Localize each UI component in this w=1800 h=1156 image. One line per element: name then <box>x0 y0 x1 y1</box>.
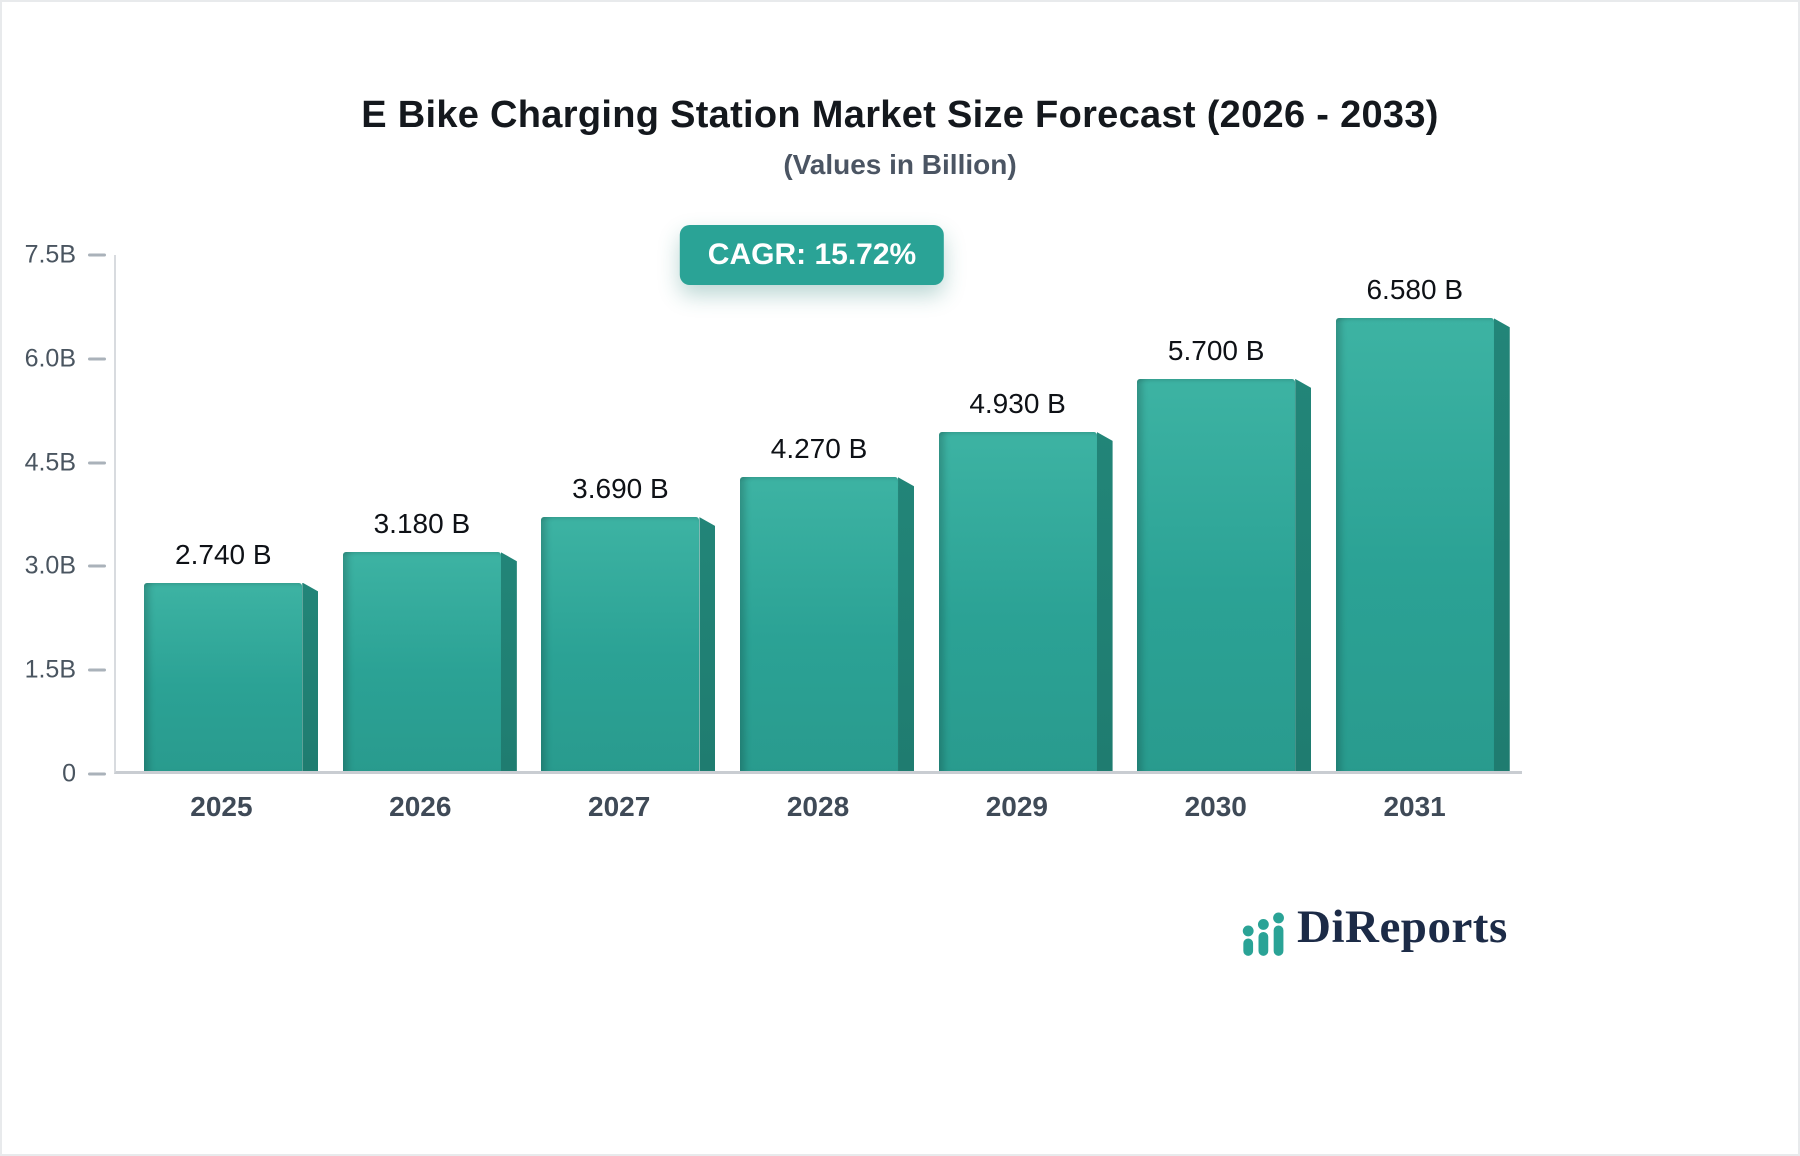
bar-group: 3.690 B <box>521 255 720 771</box>
y-axis: 7.5B 6.0B 4.5B 3.0B 1.5B 0 <box>2 241 106 788</box>
y-tick-label: 4.5B <box>24 448 76 477</box>
x-axis-label: 2028 <box>786 791 850 822</box>
bar-group: 4.270 B <box>720 255 919 771</box>
y-tick: 0 <box>62 760 106 789</box>
x-axis-label: 2025 <box>190 791 253 822</box>
y-tick-label: 7.5B <box>24 240 76 269</box>
y-tick-mark <box>88 772 106 776</box>
y-tick-label: 0 <box>62 759 76 788</box>
y-tick-mark <box>88 253 106 257</box>
y-tick: 1.5B <box>25 656 106 685</box>
bar-2027[interactable] <box>541 517 716 771</box>
bar-side-face <box>699 517 716 771</box>
y-tick: 4.5B <box>25 448 106 477</box>
bar-2025[interactable] <box>144 582 319 771</box>
bar-value-label: 6.580 B <box>1366 274 1464 306</box>
bar-2029[interactable] <box>938 431 1113 771</box>
bar-value-label: 5.700 B <box>1167 334 1265 366</box>
y-tick-mark <box>88 564 106 568</box>
chart-title: E Bike Charging Station Market Size Fore… <box>361 94 1439 136</box>
bar-2031[interactable] <box>1335 318 1510 771</box>
bar-group: 6.580 B <box>1315 255 1514 771</box>
bar-2028[interactable] <box>740 477 915 771</box>
bar-value-label: 2.740 B <box>175 538 272 570</box>
bar-group: 3.180 B <box>323 255 522 771</box>
logo-text: DiReports <box>1297 901 1508 953</box>
x-axis-label: 2026 <box>389 791 452 822</box>
bar-group: 2.740 B <box>124 255 323 771</box>
x-axis-label: 2027 <box>588 791 651 822</box>
bar-value-label: 4.270 B <box>770 433 868 465</box>
bar-group: 4.930 B <box>918 255 1117 771</box>
bar-side-face <box>1295 378 1312 771</box>
y-tick-mark <box>88 668 106 672</box>
bar-chart-logo-icon <box>1240 906 1290 958</box>
bar-2026[interactable] <box>342 552 517 771</box>
bar-group: 5.700 B <box>1117 255 1316 771</box>
chart-subtitle: (Values in Billion) <box>783 149 1017 180</box>
x-axis-label: 2031 <box>1383 791 1446 822</box>
y-tick: 3.0B <box>25 552 106 581</box>
x-axis-label: 2029 <box>985 791 1049 822</box>
y-tick-mark <box>88 357 106 361</box>
plot-area: 2.740 B 3.180 B 3.690 B 4.270 B 4.930 B 5.700… <box>114 255 1522 774</box>
bar-side-face <box>1096 431 1113 771</box>
bar-side-face <box>302 582 319 771</box>
y-tick: 6.0B <box>25 344 106 373</box>
y-tick: 7.5B <box>25 241 106 270</box>
bar-value-label: 4.930 B <box>969 387 1066 419</box>
bar-2030[interactable] <box>1137 378 1312 771</box>
bar-side-face <box>500 552 517 771</box>
y-tick-label: 3.0B <box>24 551 76 580</box>
y-tick-label: 1.5B <box>24 655 76 684</box>
bar-side-face <box>1493 318 1510 771</box>
bar-value-label: 3.180 B <box>373 508 471 540</box>
bar-value-label: 3.690 B <box>572 473 669 505</box>
x-axis-label: 2030 <box>1184 791 1247 822</box>
y-tick-label: 6.0B <box>24 344 76 373</box>
direports-logo[interactable]: DiReports <box>1240 896 1508 958</box>
bar-side-face <box>898 477 915 771</box>
cagr-badge: CAGR: 15.72% <box>679 225 945 285</box>
y-tick-mark <box>88 461 106 465</box>
x-axis: 2025 2026 2027 2028 2029 2030 2031 <box>114 791 1522 823</box>
